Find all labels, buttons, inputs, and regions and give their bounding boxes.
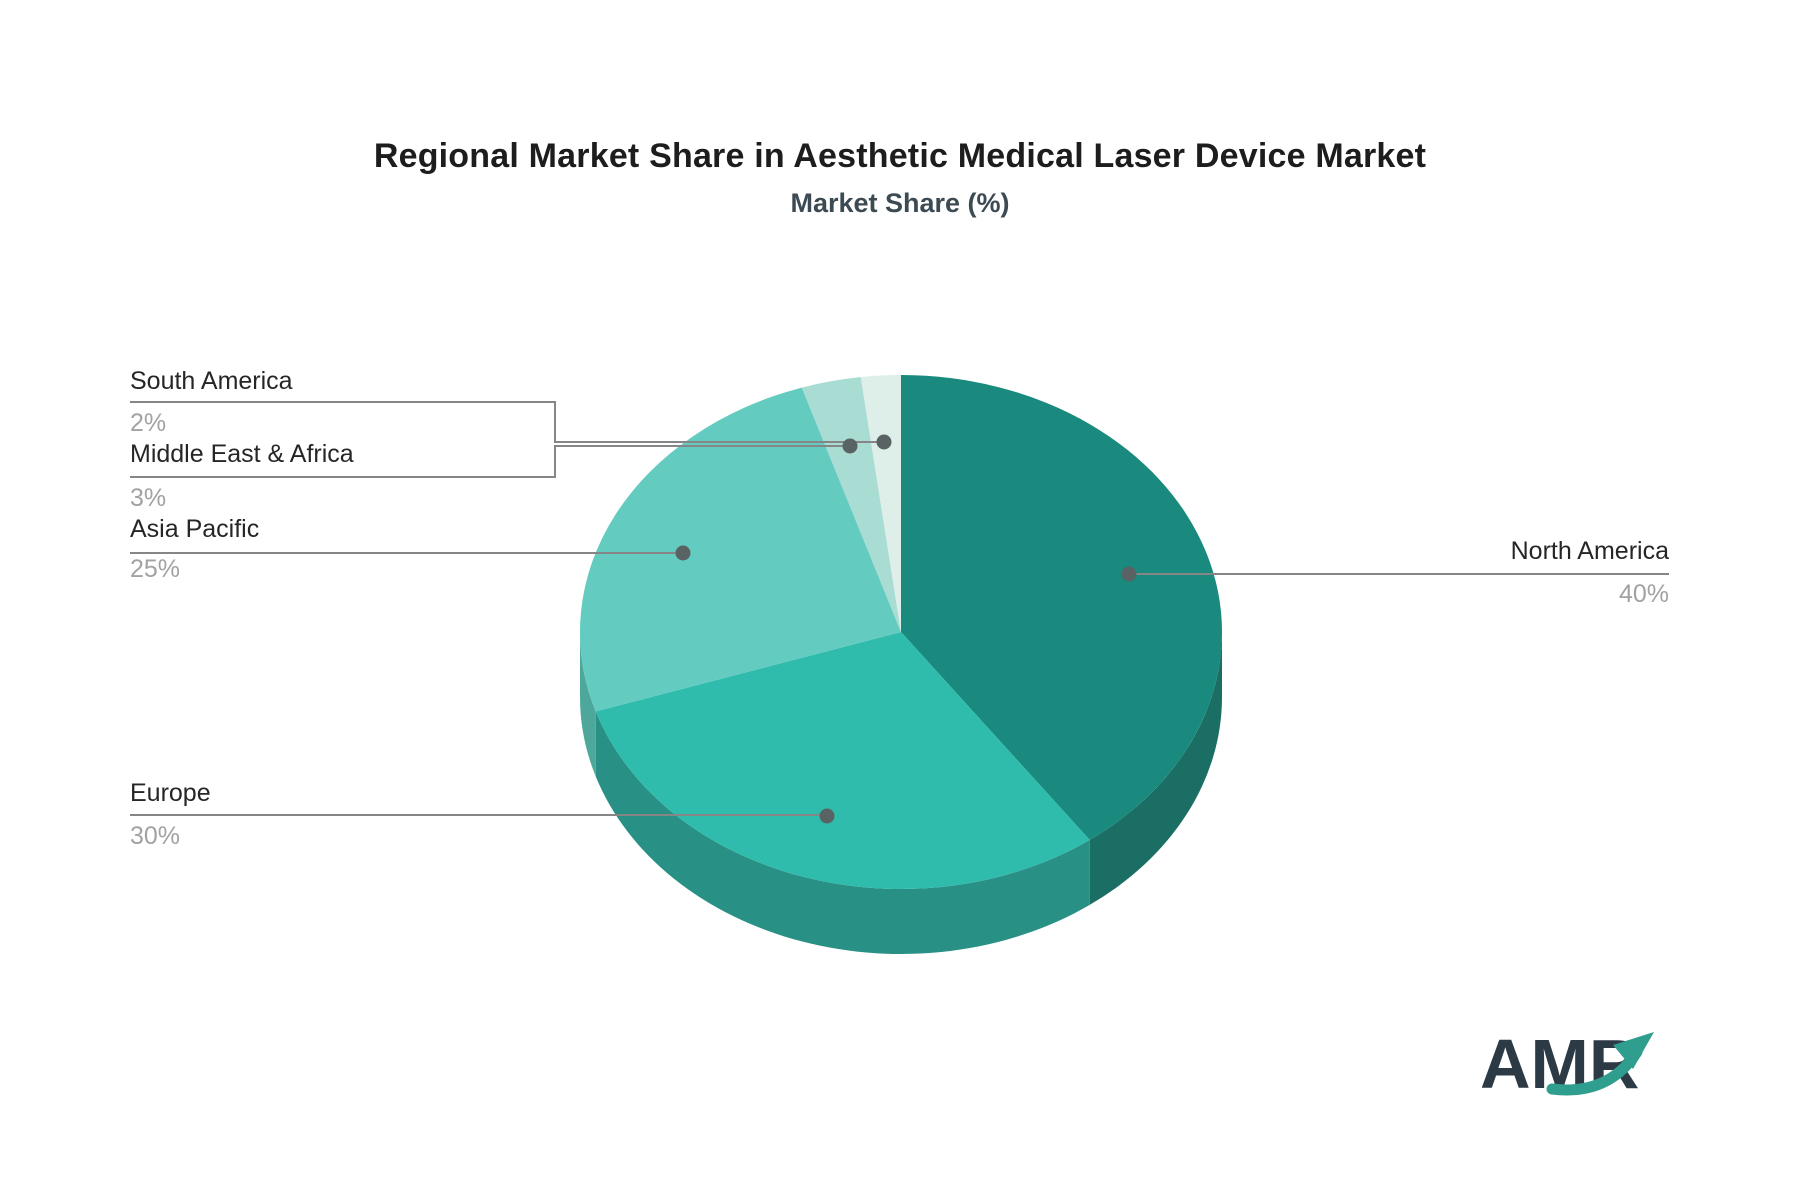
value-asia-pacific: 25%: [130, 555, 181, 583]
label-south-america: South America: [130, 367, 293, 395]
value-middle-east-africa: 3%: [130, 484, 167, 512]
value-south-america: 2%: [130, 409, 167, 437]
pie-slice-asia-pacific[interactable]: [580, 387, 901, 712]
pie-slice-europe[interactable]: [595, 632, 1090, 889]
leader-line-middle-east-africa: [130, 445, 850, 478]
leader-line-south-america: [130, 401, 884, 443]
leader-dot-north-america: [1121, 566, 1137, 582]
chart-subtitle: Market Share (%): [790, 188, 1010, 218]
leader-dot-europe: [819, 808, 835, 824]
value-europe: 30%: [130, 822, 181, 850]
pie-slice-north-america[interactable]: [901, 375, 1222, 840]
value-north-america: 40%: [1618, 580, 1669, 608]
leader-lines: [130, 401, 1669, 824]
amr-logo: AMR: [1480, 1025, 1654, 1103]
label-middle-east-africa: Middle East & Africa: [130, 440, 354, 468]
leader-dot-south-america: [876, 434, 892, 450]
label-asia-pacific: Asia Pacific: [130, 515, 260, 543]
leader-dot-middle-east-africa: [842, 438, 858, 454]
pie-slice-side-europe: [595, 711, 1090, 954]
label-europe: Europe: [130, 779, 211, 807]
pie-slice-middle-east-africa[interactable]: [801, 377, 901, 632]
leader-dot-asia-pacific: [675, 545, 691, 561]
pie-slice-side-asia-pacific: [580, 632, 596, 777]
pie-3d-sides: [580, 632, 1222, 954]
pie-slices: [580, 375, 1222, 889]
label-north-america: North America: [1510, 537, 1669, 565]
pie-slice-side-north-america: [1089, 632, 1222, 905]
amr-logo-arrow-head-icon: [1613, 1032, 1654, 1069]
chart-title: Regional Market Share in Aesthetic Medic…: [373, 137, 1427, 175]
